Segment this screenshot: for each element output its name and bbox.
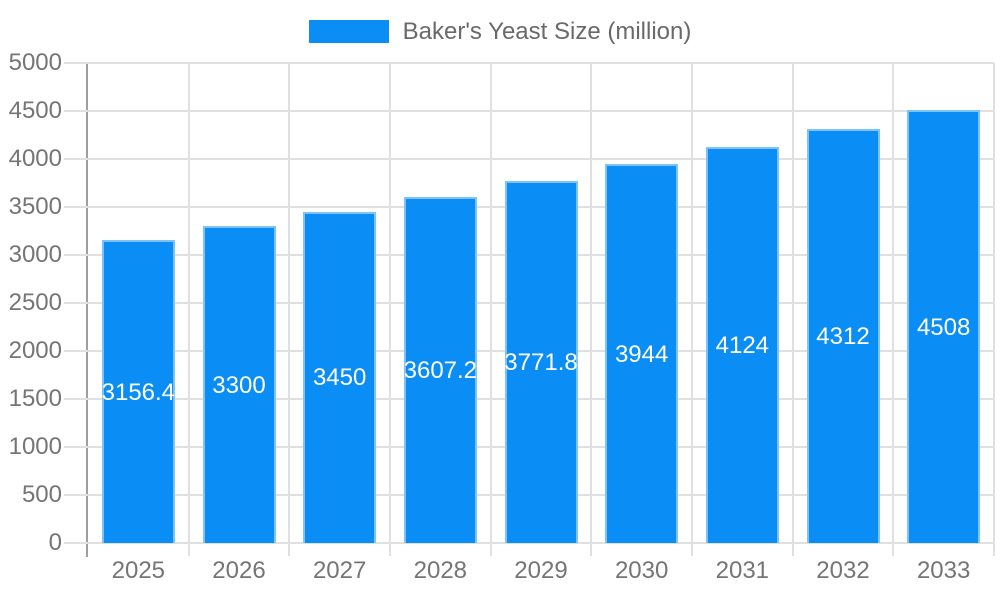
x-axis-labels: 2025 2026 2027 2028 2029 2030 2031 2032 2033 [88, 556, 994, 586]
x-axis-tick [590, 543, 593, 556]
v-gridline [993, 63, 995, 543]
y-axis-labels: 0 500 1000 1500 2000 2500 3000 3500 4000 4500 5000 [0, 49, 62, 556]
y-axis-tick-label: 4500 [8, 97, 62, 124]
y-axis-tick [64, 302, 88, 304]
y-axis-tick-label: 0 [48, 529, 62, 556]
v-gridline [288, 63, 291, 543]
x-axis-tick [791, 543, 794, 556]
y-axis-tick [64, 350, 88, 352]
y-axis-tick [64, 254, 88, 256]
x-axis-tick-label: 2026 [212, 557, 266, 584]
y-axis-tick [64, 446, 88, 448]
v-gridline [691, 63, 693, 543]
h-gridline [88, 110, 994, 112]
y-axis-tick-label: 5000 [8, 49, 62, 76]
v-gridline [892, 63, 895, 543]
bar-value-label: 3156.4 [101, 378, 176, 406]
bar: 3944 [605, 164, 679, 543]
bar: 4312 [806, 129, 880, 543]
y-axis-tick-label: 1000 [8, 433, 62, 460]
x-axis-tick [288, 543, 291, 556]
bar-value-label: 4124 [715, 332, 770, 360]
x-axis-tick-label: 2025 [111, 557, 166, 584]
v-gridline [791, 63, 794, 543]
v-gridline [489, 63, 492, 543]
v-gridline [389, 63, 391, 543]
y-axis-tick [64, 110, 88, 112]
x-axis-tick [691, 543, 693, 556]
y-axis-tick-label: 4000 [8, 145, 62, 172]
y-axis-tick [64, 398, 88, 400]
y-axis-tick-label: 500 [21, 481, 62, 508]
x-axis-tick-label: 2027 [312, 557, 367, 584]
x-axis-tick [187, 543, 190, 556]
plot-area: 3156.4 3300 3450 3607.2 3771.8 3944 4124 4312 45… [64, 62, 995, 557]
y-axis-tick-label: 1500 [8, 385, 62, 412]
v-gridline [187, 63, 190, 543]
legend-label: Baker's Yeast Size (million) [402, 17, 692, 45]
y-axis-tick [64, 494, 88, 496]
x-axis-tick [389, 543, 391, 556]
y-axis-tick [64, 206, 88, 208]
h-gridline [88, 158, 994, 160]
bar: 3771.8 [504, 180, 578, 543]
bar-value-label: 3450 [312, 364, 367, 392]
bar-value-label: 4508 [916, 313, 971, 341]
y-axis-tick-label: 3500 [8, 193, 62, 220]
y-axis-line [86, 63, 88, 557]
bar-value-label: 3944 [614, 340, 669, 368]
y-axis-tick-label: 2500 [8, 289, 62, 316]
y-axis-tick [64, 542, 88, 544]
x-axis-tick-label: 2031 [715, 557, 770, 584]
bar-value-label: 4312 [816, 323, 870, 351]
bar-value-label: 3300 [212, 371, 266, 399]
x-axis-tick [489, 543, 492, 556]
x-axis-tick-label: 2028 [413, 557, 468, 584]
x-axis-tick [993, 543, 995, 556]
bar: 3300 [202, 226, 276, 543]
bar: 4508 [907, 110, 981, 543]
bar-value-label: 3607.2 [403, 356, 478, 384]
bar: 4124 [705, 147, 779, 543]
legend-swatch-icon [308, 20, 389, 43]
y-axis-tick [64, 158, 88, 160]
y-axis-tick-label: 3000 [8, 241, 62, 268]
legend[interactable]: Baker's Yeast Size (million) [0, 17, 1000, 45]
y-axis-tick [64, 62, 88, 64]
y-axis-tick-label: 2000 [8, 337, 62, 364]
x-axis-tick [892, 543, 895, 556]
bar-value-label: 3771.8 [504, 348, 578, 376]
bar: 3607.2 [403, 196, 478, 543]
h-gridline [88, 62, 994, 64]
v-gridline [590, 63, 593, 543]
bar: 3450 [303, 211, 377, 543]
x-axis-tick-label: 2033 [916, 557, 971, 584]
x-axis-tick-label: 2032 [816, 557, 870, 584]
x-axis-tick-label: 2030 [614, 557, 669, 584]
bar: 3156.4 [102, 240, 175, 543]
x-axis-tick-label: 2029 [514, 557, 568, 584]
h-gridline [88, 542, 994, 544]
